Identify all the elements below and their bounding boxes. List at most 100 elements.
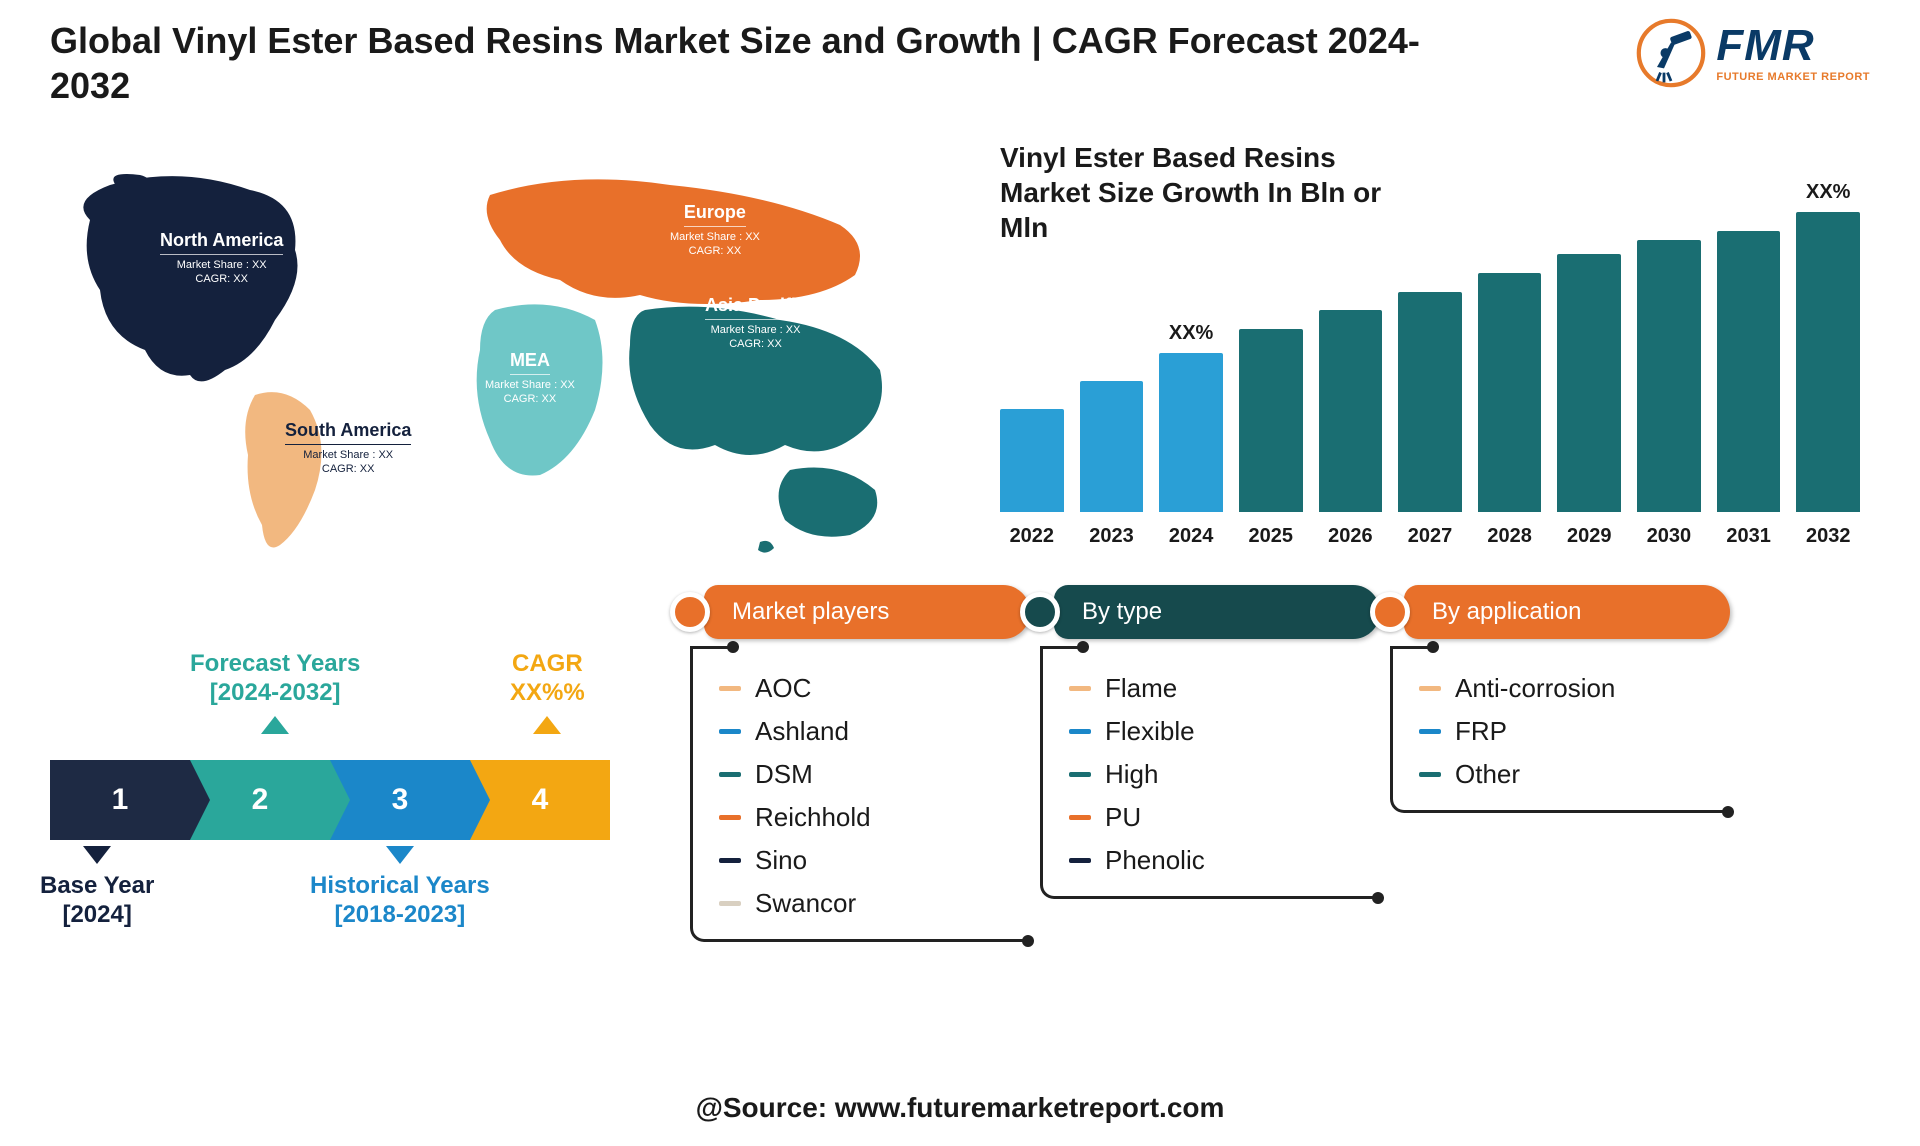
caption-value: XX%% bbox=[510, 679, 585, 708]
dash-icon bbox=[719, 815, 741, 820]
category-title: By type bbox=[1054, 585, 1380, 639]
bar bbox=[1478, 273, 1542, 512]
bar-x-label: 2022 bbox=[1010, 525, 1055, 548]
region-share: Market Share : XX bbox=[160, 258, 283, 272]
list-item-label: High bbox=[1105, 759, 1158, 790]
bar-col: 2032XX% bbox=[1796, 212, 1860, 512]
list-item-label: Swancor bbox=[755, 888, 856, 919]
bar-col: 2025 bbox=[1239, 329, 1303, 512]
region-cagr: CAGR: XX bbox=[160, 272, 283, 286]
logo-text-main: FMR bbox=[1716, 24, 1870, 68]
list-item-label: Flexible bbox=[1105, 716, 1195, 747]
caption-label: CAGR bbox=[510, 650, 585, 679]
caption-value: [2024-2032] bbox=[190, 679, 360, 708]
logo-text-sub: FUTURE MARKET REPORT bbox=[1716, 72, 1870, 83]
list-item-label: FRP bbox=[1455, 716, 1507, 747]
bar bbox=[1398, 292, 1462, 512]
header: Global Vinyl Ester Based Resins Market S… bbox=[50, 18, 1870, 108]
bar-col: 2031 bbox=[1717, 231, 1781, 512]
list-item: Ashland bbox=[719, 710, 1030, 753]
dot-icon bbox=[1370, 592, 1410, 632]
region-share: Market Share : XX bbox=[705, 323, 806, 337]
category-column: By type Flame Flexible High PU Phenolic bbox=[1020, 585, 1380, 899]
region-mea: MEA Market Share : XX CAGR: XX bbox=[485, 350, 575, 407]
list-item-label: Phenolic bbox=[1105, 845, 1205, 876]
timeline-segment: 4 bbox=[470, 760, 610, 840]
dash-icon bbox=[719, 901, 741, 906]
dash-icon bbox=[1069, 815, 1091, 820]
region-south-america: South America Market Share : XX CAGR: XX bbox=[285, 420, 411, 477]
caption-forecast: Forecast Years [2024-2032] bbox=[190, 650, 360, 708]
region-europe: Europe Market Share : XX CAGR: XX bbox=[670, 202, 760, 259]
bar-x-label: 2029 bbox=[1567, 525, 1612, 548]
timeline-segment: 1 bbox=[50, 760, 190, 840]
region-name: Asia Pacific bbox=[705, 295, 806, 320]
list-item-label: Anti-corrosion bbox=[1455, 673, 1615, 704]
bar bbox=[1000, 409, 1064, 512]
list-item: Flame bbox=[1069, 667, 1380, 710]
timeline-track: 1234 bbox=[50, 760, 610, 840]
bar-col: 2028 bbox=[1478, 273, 1542, 512]
list-item: Phenolic bbox=[1069, 839, 1380, 882]
world-map: North America Market Share : XX CAGR: XX… bbox=[50, 160, 930, 560]
list-item-label: Reichhold bbox=[755, 802, 871, 833]
bar-top-label: XX% bbox=[1169, 322, 1213, 345]
bracket: Anti-corrosion FRP Other bbox=[1390, 649, 1730, 813]
caption-cagr: CAGR XX%% bbox=[510, 650, 585, 708]
bar-x-label: 2025 bbox=[1248, 525, 1293, 548]
region-name: MEA bbox=[510, 350, 550, 375]
bar-x-label: 2024 bbox=[1169, 525, 1214, 548]
bar-x-label: 2026 bbox=[1328, 525, 1373, 548]
bar-col: 2027 bbox=[1398, 292, 1462, 512]
list-item: AOC bbox=[719, 667, 1030, 710]
region-cagr: CAGR: XX bbox=[285, 462, 411, 476]
category-title: By application bbox=[1404, 585, 1730, 639]
bracket: Flame Flexible High PU Phenolic bbox=[1040, 649, 1380, 899]
bar bbox=[1717, 231, 1781, 512]
list-item: PU bbox=[1069, 796, 1380, 839]
timeline-segment: 2 bbox=[190, 760, 330, 840]
category-title: Market players bbox=[704, 585, 1030, 639]
list-item: Swancor bbox=[719, 882, 1030, 925]
caption-label: Base Year bbox=[40, 872, 154, 901]
bar bbox=[1796, 212, 1860, 512]
growth-bar-chart: Vinyl Ester Based Resins Market Size Gro… bbox=[1000, 140, 1860, 560]
list-item-label: DSM bbox=[755, 759, 813, 790]
category-header: By type bbox=[1020, 585, 1380, 639]
dash-icon bbox=[719, 686, 741, 691]
dash-icon bbox=[719, 858, 741, 863]
dash-icon bbox=[719, 729, 741, 734]
bar-x-label: 2027 bbox=[1408, 525, 1453, 548]
bar-col: 2024XX% bbox=[1159, 353, 1223, 512]
caption-label: Forecast Years bbox=[190, 650, 360, 679]
bracket: AOCAshlandDSMReichholdSinoSwancor bbox=[690, 649, 1030, 942]
region-share: Market Share : XX bbox=[485, 378, 575, 392]
bar bbox=[1080, 381, 1144, 512]
region-share: Market Share : XX bbox=[670, 230, 760, 244]
list-item: DSM bbox=[719, 753, 1030, 796]
list-item: High bbox=[1069, 753, 1380, 796]
dot-icon bbox=[1020, 592, 1060, 632]
region-share: Market Share : XX bbox=[285, 448, 411, 462]
bar-col: 2022 bbox=[1000, 409, 1064, 512]
bar-x-label: 2023 bbox=[1089, 525, 1134, 548]
bar-col: 2030 bbox=[1637, 240, 1701, 512]
region-name: Europe bbox=[684, 202, 746, 227]
telescope-icon bbox=[1636, 18, 1706, 88]
list-item: Other bbox=[1419, 753, 1730, 796]
bar-x-label: 2031 bbox=[1726, 525, 1771, 548]
dash-icon bbox=[1069, 858, 1091, 863]
dash-icon bbox=[1419, 729, 1441, 734]
category-header: By application bbox=[1370, 585, 1730, 639]
bar-x-label: 2032 bbox=[1806, 525, 1851, 548]
list-item-label: PU bbox=[1105, 802, 1141, 833]
caption-base: Base Year [2024] bbox=[40, 872, 154, 930]
source-attribution: @Source: www.futuremarketreport.com bbox=[0, 1092, 1920, 1124]
region-cagr: CAGR: XX bbox=[485, 392, 575, 406]
list-item-label: Other bbox=[1455, 759, 1520, 790]
bar bbox=[1557, 254, 1621, 512]
bar bbox=[1159, 353, 1223, 512]
chart-bars: 202220232024XX%2025202620272028202920302… bbox=[1000, 202, 1860, 512]
region-asia-pacific: Asia Pacific Market Share : XX CAGR: XX bbox=[705, 295, 806, 352]
caption-value: [2018-2023] bbox=[310, 901, 490, 930]
